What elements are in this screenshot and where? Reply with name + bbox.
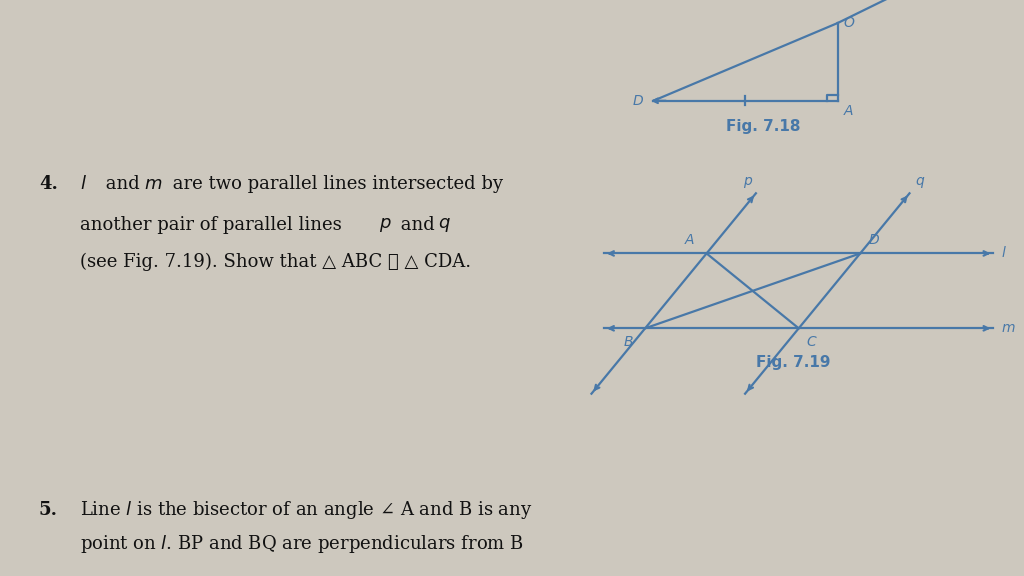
Text: Fig. 7.19: Fig. 7.19 — [757, 355, 830, 370]
Text: D: D — [868, 233, 879, 247]
Text: A: A — [844, 104, 853, 118]
Text: $l$: $l$ — [80, 175, 87, 194]
Text: and: and — [100, 175, 145, 194]
Text: Fig. 7.18: Fig. 7.18 — [726, 119, 800, 134]
Text: A: A — [685, 233, 694, 247]
Text: q: q — [915, 173, 924, 188]
Text: and: and — [395, 215, 440, 234]
Text: $q$: $q$ — [438, 215, 451, 234]
Text: Line $l$ is the bisector of an angle ∠ A and B is any: Line $l$ is the bisector of an angle ∠ A… — [80, 499, 532, 521]
Text: (see Fig. 7.19). Show that △ ABC ≅ △ CDA.: (see Fig. 7.19). Show that △ ABC ≅ △ CDA… — [80, 253, 471, 271]
Text: $m$: $m$ — [144, 175, 163, 194]
Text: are two parallel lines intersected by: are two parallel lines intersected by — [167, 175, 503, 194]
Text: C: C — [807, 335, 817, 349]
Text: B: B — [624, 335, 633, 349]
Text: m: m — [1001, 321, 1015, 335]
Text: another pair of parallel lines: another pair of parallel lines — [80, 215, 347, 234]
Text: l: l — [1001, 247, 1006, 260]
Text: O: O — [844, 16, 855, 30]
Text: point on $l$. BP and BQ are perpendiculars from B: point on $l$. BP and BQ are perpendicula… — [80, 533, 523, 555]
Text: D: D — [633, 94, 643, 108]
Text: $p$: $p$ — [379, 215, 391, 234]
Text: 4.: 4. — [39, 175, 57, 194]
Text: p: p — [743, 173, 752, 188]
Text: 5.: 5. — [39, 501, 58, 519]
